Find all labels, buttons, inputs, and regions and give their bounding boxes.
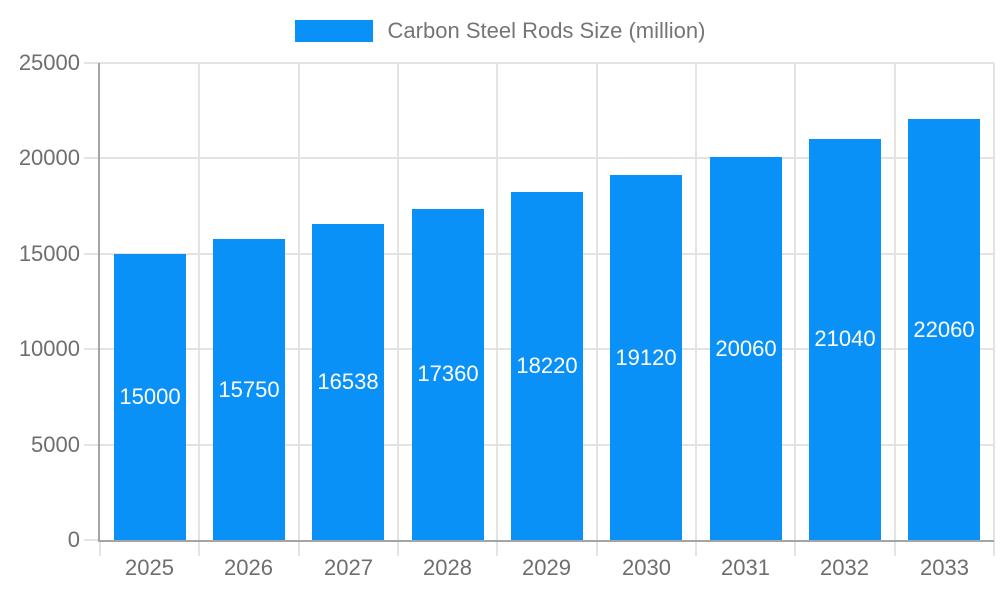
y-axis-tick: [84, 348, 100, 350]
legend-swatch: [294, 20, 373, 42]
y-axis-tick-label: 25000: [18, 50, 80, 75]
x-axis-line: [98, 540, 994, 542]
y-axis-tick: [84, 444, 100, 446]
bar-2025[interactable]: [114, 254, 186, 540]
y-axis-tick-label: 20000: [18, 145, 80, 170]
x-axis-tick-label: 2027: [324, 555, 373, 580]
y-axis-tick-label: 5000: [31, 432, 80, 457]
x-axis-tick: [794, 540, 796, 556]
x-axis-tick-label: 2026: [224, 555, 273, 580]
x-gridline: [397, 63, 399, 540]
x-axis-tick-label: 2031: [721, 555, 770, 580]
x-gridline: [894, 63, 896, 540]
y-gridline: [100, 157, 994, 159]
y-axis-tick: [84, 62, 100, 64]
legend[interactable]: Carbon Steel Rods Size (million): [0, 19, 1000, 43]
x-axis-tick-label: 2029: [522, 555, 571, 580]
x-axis-tick: [99, 540, 101, 556]
y-gridline: [100, 62, 994, 64]
y-axis-tick: [84, 157, 100, 159]
y-axis-tick-label: 10000: [18, 336, 80, 361]
x-axis-tick: [198, 540, 200, 556]
x-axis-tick: [397, 540, 399, 556]
bar-2029[interactable]: [511, 192, 583, 540]
y-axis-tick: [84, 253, 100, 255]
x-axis-tick: [894, 540, 896, 556]
bar-2032[interactable]: [809, 139, 881, 540]
x-axis-tick-label: 2033: [920, 555, 969, 580]
x-axis-tick-label: 2025: [125, 555, 174, 580]
x-axis-tick-label: 2032: [820, 555, 869, 580]
bar-2031[interactable]: [710, 157, 782, 540]
x-axis-tick: [496, 540, 498, 556]
bar-2027[interactable]: [312, 224, 384, 540]
y-axis-tick: [84, 539, 100, 541]
legend-label: Carbon Steel Rods Size (million): [387, 18, 706, 43]
y-axis-line: [98, 63, 100, 542]
x-gridline: [198, 63, 200, 540]
bar-2028[interactable]: [412, 209, 484, 540]
x-axis-tick: [596, 540, 598, 556]
bar-2030[interactable]: [610, 175, 682, 540]
x-gridline: [496, 63, 498, 540]
x-gridline: [596, 63, 598, 540]
x-axis-tick: [298, 540, 300, 556]
x-axis-tick-label: 2030: [622, 555, 671, 580]
x-gridline: [695, 63, 697, 540]
bar-2033[interactable]: [908, 119, 980, 540]
x-axis-tick-label: 2028: [423, 555, 472, 580]
x-gridline: [298, 63, 300, 540]
bar-2026[interactable]: [213, 239, 285, 540]
y-axis-tick-label: 15000: [18, 241, 80, 266]
x-axis-tick: [695, 540, 697, 556]
x-gridline: [794, 63, 796, 540]
x-axis-tick: [993, 540, 995, 556]
y-axis-tick-label: 0: [67, 527, 80, 552]
x-gridline: [993, 63, 995, 540]
